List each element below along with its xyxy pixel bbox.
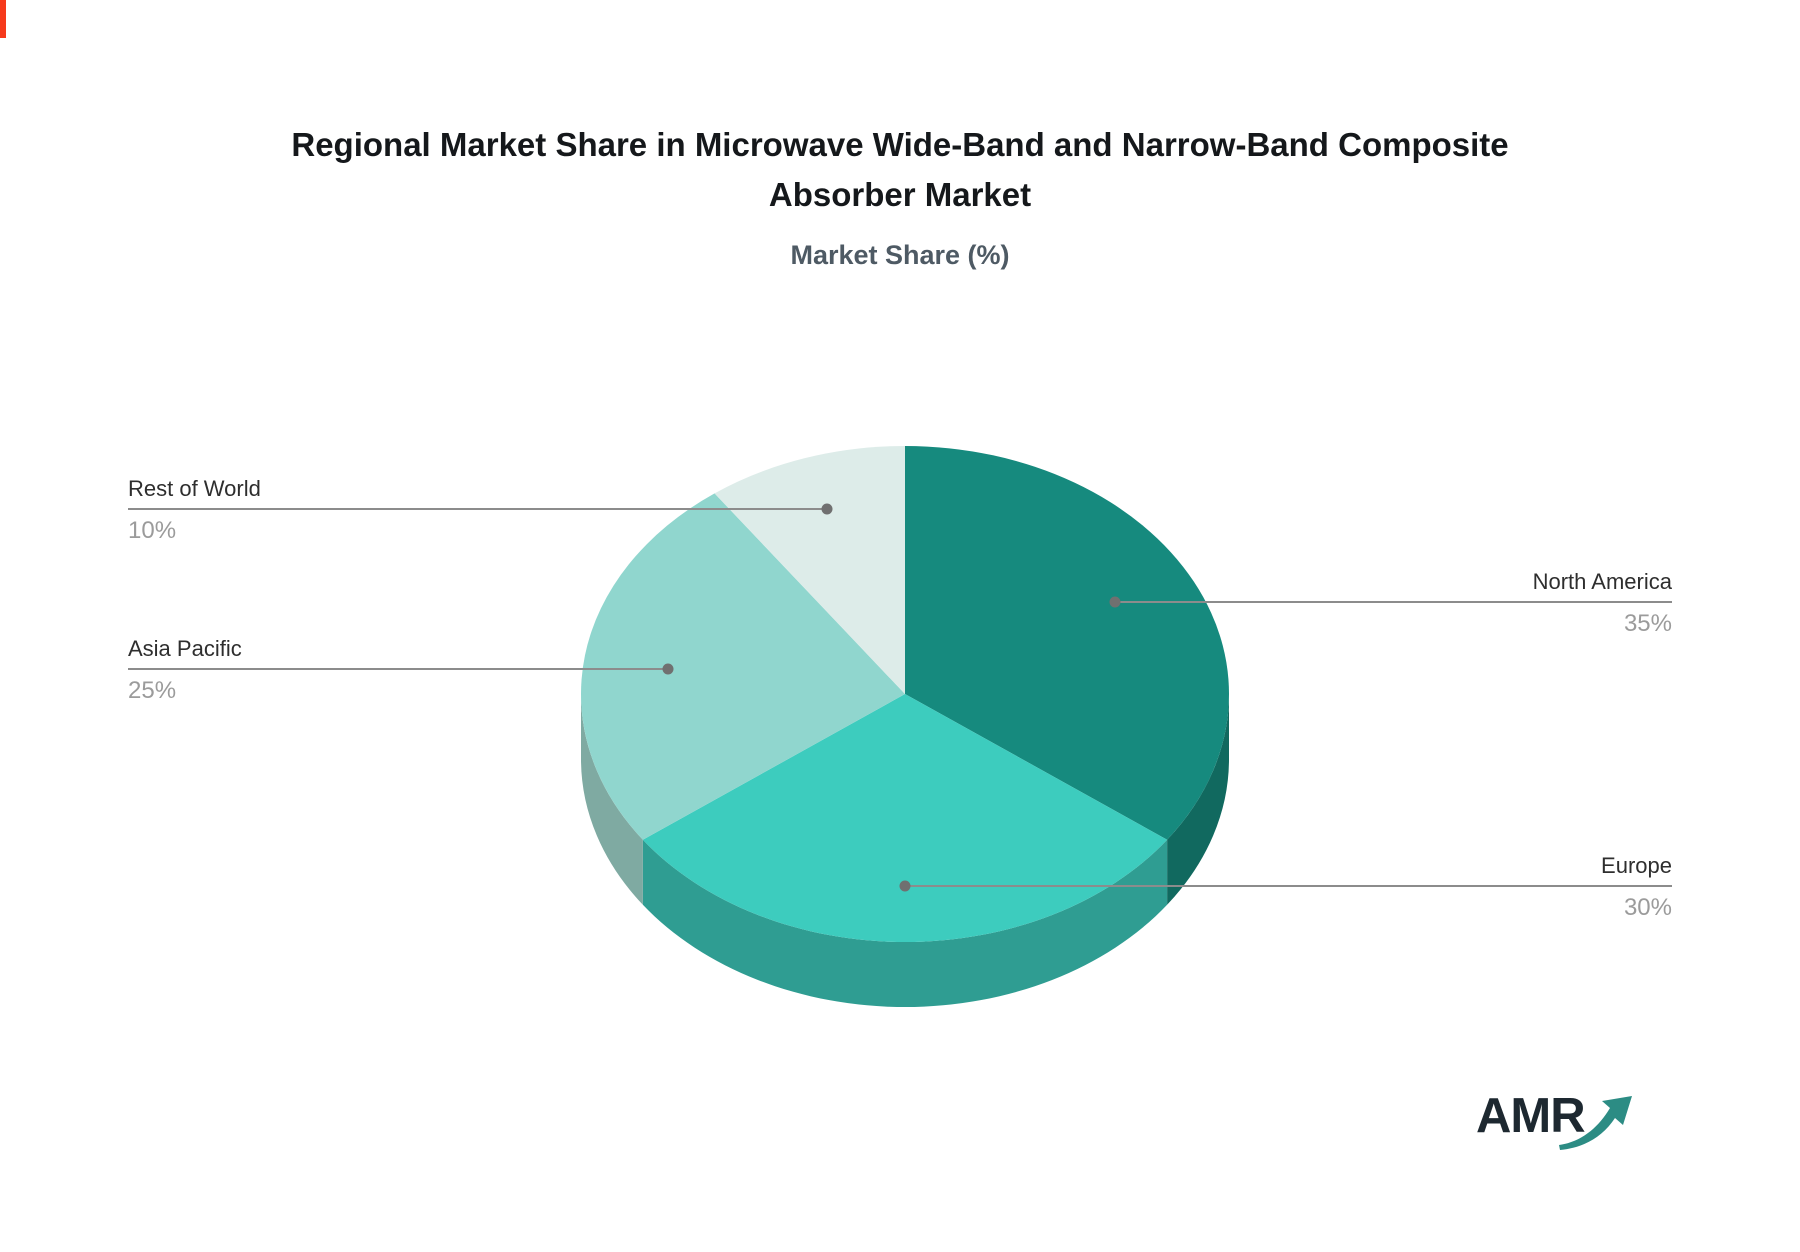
slice-value-rest-of-world: 10% — [128, 517, 177, 544]
growth-arrow-icon — [1559, 1096, 1632, 1150]
leader-dot-north-america — [1109, 596, 1121, 608]
chart-title-line1: Regional Market Share in Microwave Wide-… — [291, 126, 1509, 163]
pie-slice-europe[interactable] — [642, 694, 1168, 942]
chart-title-line2: Absorber Market — [768, 176, 1032, 213]
chart-title: Regional Market Share in Microwave Wide-… — [100, 120, 1700, 220]
leader-dot-europe — [899, 880, 911, 892]
slice-label-europe: Europe — [1601, 853, 1672, 878]
amr-logo-text: AMR — [1476, 1089, 1586, 1143]
chart-subtitle: Market Share (%) — [790, 240, 1010, 270]
slice-label-rest-of-world: Rest of World — [128, 476, 261, 501]
pie-slice-north-america[interactable] — [905, 446, 1229, 840]
slice-value-north-america: 35% — [1623, 610, 1672, 637]
leader-dot-rest-of-world — [821, 503, 833, 515]
slice-value-asia-pacific: 25% — [128, 677, 177, 704]
slice-label-asia-pacific: Asia Pacific — [128, 636, 242, 661]
pie-slice-asia-pacific[interactable] — [580, 493, 905, 840]
pie-slice-side-europe — [642, 839, 1168, 1007]
slice-label-north-america: North America — [1532, 569, 1672, 594]
leader-dot-asia-pacific — [662, 663, 674, 675]
pie-slice-side-north-america — [1167, 694, 1229, 905]
slice-value-europe: 30% — [1623, 894, 1672, 921]
pie-slice-side-asia-pacific — [581, 694, 643, 905]
amr-logo: AMR — [1476, 1090, 1676, 1160]
screen-edge-mark — [0, 0, 6, 38]
